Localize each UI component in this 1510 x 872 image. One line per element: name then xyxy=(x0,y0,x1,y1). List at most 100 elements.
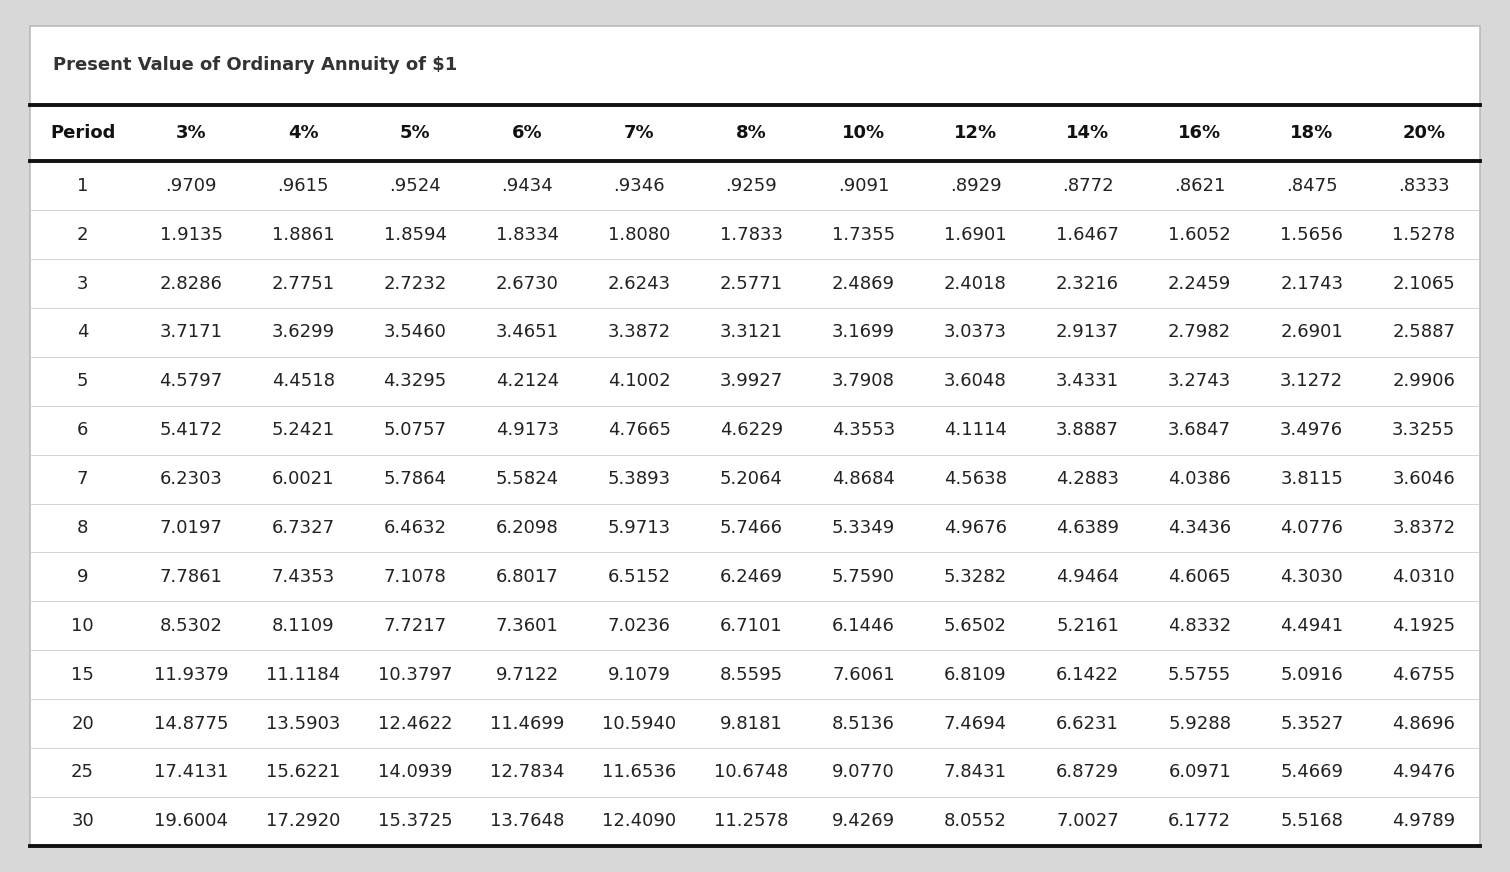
Text: 12.7834: 12.7834 xyxy=(489,764,565,781)
Text: 5.0757: 5.0757 xyxy=(384,421,447,439)
Text: 9: 9 xyxy=(77,568,89,586)
Text: 5.6502: 5.6502 xyxy=(944,617,1007,635)
Text: 3.6299: 3.6299 xyxy=(272,324,335,342)
Text: 5%: 5% xyxy=(400,124,430,142)
Text: .8475: .8475 xyxy=(1287,177,1338,194)
Text: 8: 8 xyxy=(77,519,88,537)
Text: 1.6901: 1.6901 xyxy=(944,226,1007,243)
Text: .8772: .8772 xyxy=(1062,177,1113,194)
Text: 2: 2 xyxy=(77,226,89,243)
Text: 1.6052: 1.6052 xyxy=(1169,226,1231,243)
Text: 6%: 6% xyxy=(512,124,542,142)
Text: 11.6536: 11.6536 xyxy=(602,764,676,781)
Text: 25: 25 xyxy=(71,764,94,781)
Text: 5.2421: 5.2421 xyxy=(272,421,335,439)
Text: 5: 5 xyxy=(77,372,89,391)
Text: 7%: 7% xyxy=(624,124,655,142)
Text: 4%: 4% xyxy=(288,124,319,142)
Text: 6.1772: 6.1772 xyxy=(1169,813,1231,830)
Text: 14%: 14% xyxy=(1066,124,1110,142)
Text: 2.7232: 2.7232 xyxy=(384,275,447,292)
Text: 10%: 10% xyxy=(843,124,885,142)
Text: 4.2883: 4.2883 xyxy=(1055,470,1119,488)
Text: 1.8080: 1.8080 xyxy=(609,226,670,243)
Text: 1.9135: 1.9135 xyxy=(160,226,222,243)
Text: 30: 30 xyxy=(71,813,94,830)
Text: 5.4172: 5.4172 xyxy=(160,421,222,439)
Text: 3%: 3% xyxy=(175,124,207,142)
Text: 2.2459: 2.2459 xyxy=(1169,275,1231,292)
Text: 8.5136: 8.5136 xyxy=(832,715,895,732)
Text: 4.9676: 4.9676 xyxy=(944,519,1007,537)
Text: 7.3601: 7.3601 xyxy=(495,617,559,635)
Text: 4: 4 xyxy=(77,324,89,342)
Text: 3.9927: 3.9927 xyxy=(720,372,784,391)
Text: 2.9137: 2.9137 xyxy=(1055,324,1119,342)
Text: 3.6046: 3.6046 xyxy=(1392,470,1456,488)
Text: 4.6755: 4.6755 xyxy=(1392,665,1456,684)
Text: 20: 20 xyxy=(71,715,94,732)
Text: Present Value of Ordinary Annuity of $1: Present Value of Ordinary Annuity of $1 xyxy=(53,57,458,74)
Text: .9709: .9709 xyxy=(165,177,217,194)
Text: 5.3349: 5.3349 xyxy=(832,519,895,537)
Text: 3.4651: 3.4651 xyxy=(495,324,559,342)
Text: 2.5887: 2.5887 xyxy=(1392,324,1456,342)
Text: 7.0236: 7.0236 xyxy=(609,617,670,635)
Text: 6.2469: 6.2469 xyxy=(720,568,782,586)
Text: 7.6061: 7.6061 xyxy=(832,665,895,684)
Text: 11.4699: 11.4699 xyxy=(491,715,565,732)
Text: 4.9476: 4.9476 xyxy=(1392,764,1456,781)
Text: 9.0770: 9.0770 xyxy=(832,764,895,781)
Text: 18%: 18% xyxy=(1290,124,1333,142)
Text: 2.4869: 2.4869 xyxy=(832,275,895,292)
Text: 4.3553: 4.3553 xyxy=(832,421,895,439)
Text: 2.1065: 2.1065 xyxy=(1392,275,1456,292)
Text: .9259: .9259 xyxy=(725,177,778,194)
Text: 1.6467: 1.6467 xyxy=(1055,226,1119,243)
Text: 5.4669: 5.4669 xyxy=(1280,764,1344,781)
Text: 4.1114: 4.1114 xyxy=(944,421,1007,439)
Text: 5.9288: 5.9288 xyxy=(1169,715,1231,732)
Text: 7.4353: 7.4353 xyxy=(272,568,335,586)
Text: 9.8181: 9.8181 xyxy=(720,715,782,732)
Text: 4.8696: 4.8696 xyxy=(1392,715,1456,732)
Text: 7.8431: 7.8431 xyxy=(944,764,1007,781)
Text: 14.8775: 14.8775 xyxy=(154,715,228,732)
Text: 4.4518: 4.4518 xyxy=(272,372,335,391)
Text: 5.9713: 5.9713 xyxy=(607,519,670,537)
Text: 6.7101: 6.7101 xyxy=(720,617,782,635)
Text: .9524: .9524 xyxy=(390,177,441,194)
Text: 6.4632: 6.4632 xyxy=(384,519,447,537)
Text: 9.4269: 9.4269 xyxy=(832,813,895,830)
Text: 10.3797: 10.3797 xyxy=(378,665,453,684)
Text: 15: 15 xyxy=(71,665,94,684)
Text: 7.7217: 7.7217 xyxy=(384,617,447,635)
Text: 17.2920: 17.2920 xyxy=(266,813,340,830)
Text: 12%: 12% xyxy=(954,124,997,142)
Text: 3.1699: 3.1699 xyxy=(832,324,895,342)
Text: 1.8594: 1.8594 xyxy=(384,226,447,243)
Text: 1.7833: 1.7833 xyxy=(720,226,782,243)
Text: 2.7751: 2.7751 xyxy=(272,275,335,292)
Text: 7.4694: 7.4694 xyxy=(944,715,1007,732)
Text: 4.5797: 4.5797 xyxy=(160,372,222,391)
Text: 6.7327: 6.7327 xyxy=(272,519,335,537)
Text: 14.0939: 14.0939 xyxy=(378,764,453,781)
Text: 6: 6 xyxy=(77,421,88,439)
Text: .8333: .8333 xyxy=(1398,177,1450,194)
Text: 5.3893: 5.3893 xyxy=(607,470,670,488)
Text: 4.6229: 4.6229 xyxy=(720,421,782,439)
Text: 6.8729: 6.8729 xyxy=(1055,764,1119,781)
Text: 2.9906: 2.9906 xyxy=(1392,372,1456,391)
Text: .9091: .9091 xyxy=(838,177,889,194)
Text: 2.7982: 2.7982 xyxy=(1169,324,1231,342)
Text: 11.2578: 11.2578 xyxy=(714,813,788,830)
Text: 7.0027: 7.0027 xyxy=(1055,813,1119,830)
Text: 5.2064: 5.2064 xyxy=(720,470,782,488)
Text: 8.5595: 8.5595 xyxy=(720,665,782,684)
Text: 12.4622: 12.4622 xyxy=(378,715,453,732)
Text: 6.1422: 6.1422 xyxy=(1055,665,1119,684)
Text: 8.5302: 8.5302 xyxy=(160,617,222,635)
Text: 13.7648: 13.7648 xyxy=(491,813,565,830)
Text: 6.2303: 6.2303 xyxy=(160,470,222,488)
